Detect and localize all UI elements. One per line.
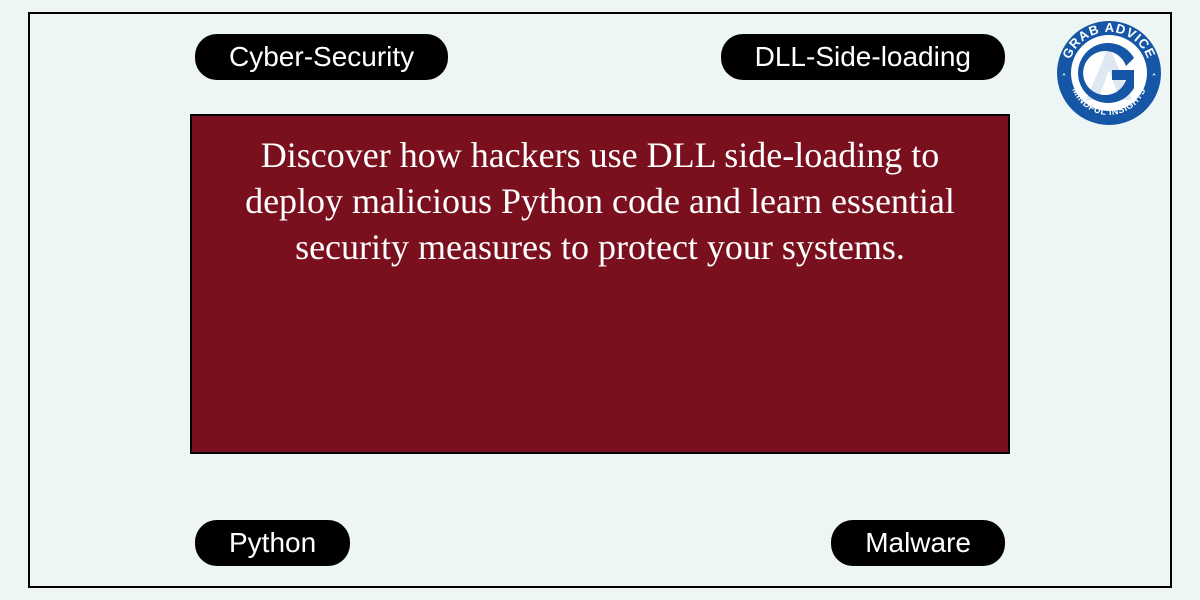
hero-text: Discover how hackers use DLL side-loadin… <box>228 132 972 270</box>
tag-top-left: Cyber-Security <box>195 34 448 80</box>
tag-bottom-right: Malware <box>831 520 1005 566</box>
tag-label: DLL-Side-loading <box>755 41 971 72</box>
hero-panel: Discover how hackers use DLL side-loadin… <box>190 114 1010 454</box>
tag-label: Malware <box>865 527 971 558</box>
brand-logo: GRAB ADVICE MINDFUL INSIGHTS <box>1054 18 1164 128</box>
outer-frame: Cyber-Security DLL-Side-loading Python M… <box>28 12 1172 588</box>
tag-bottom-left: Python <box>195 520 350 566</box>
tag-top-right: DLL-Side-loading <box>721 34 1005 80</box>
tag-label: Python <box>229 527 316 558</box>
tag-label: Cyber-Security <box>229 41 414 72</box>
